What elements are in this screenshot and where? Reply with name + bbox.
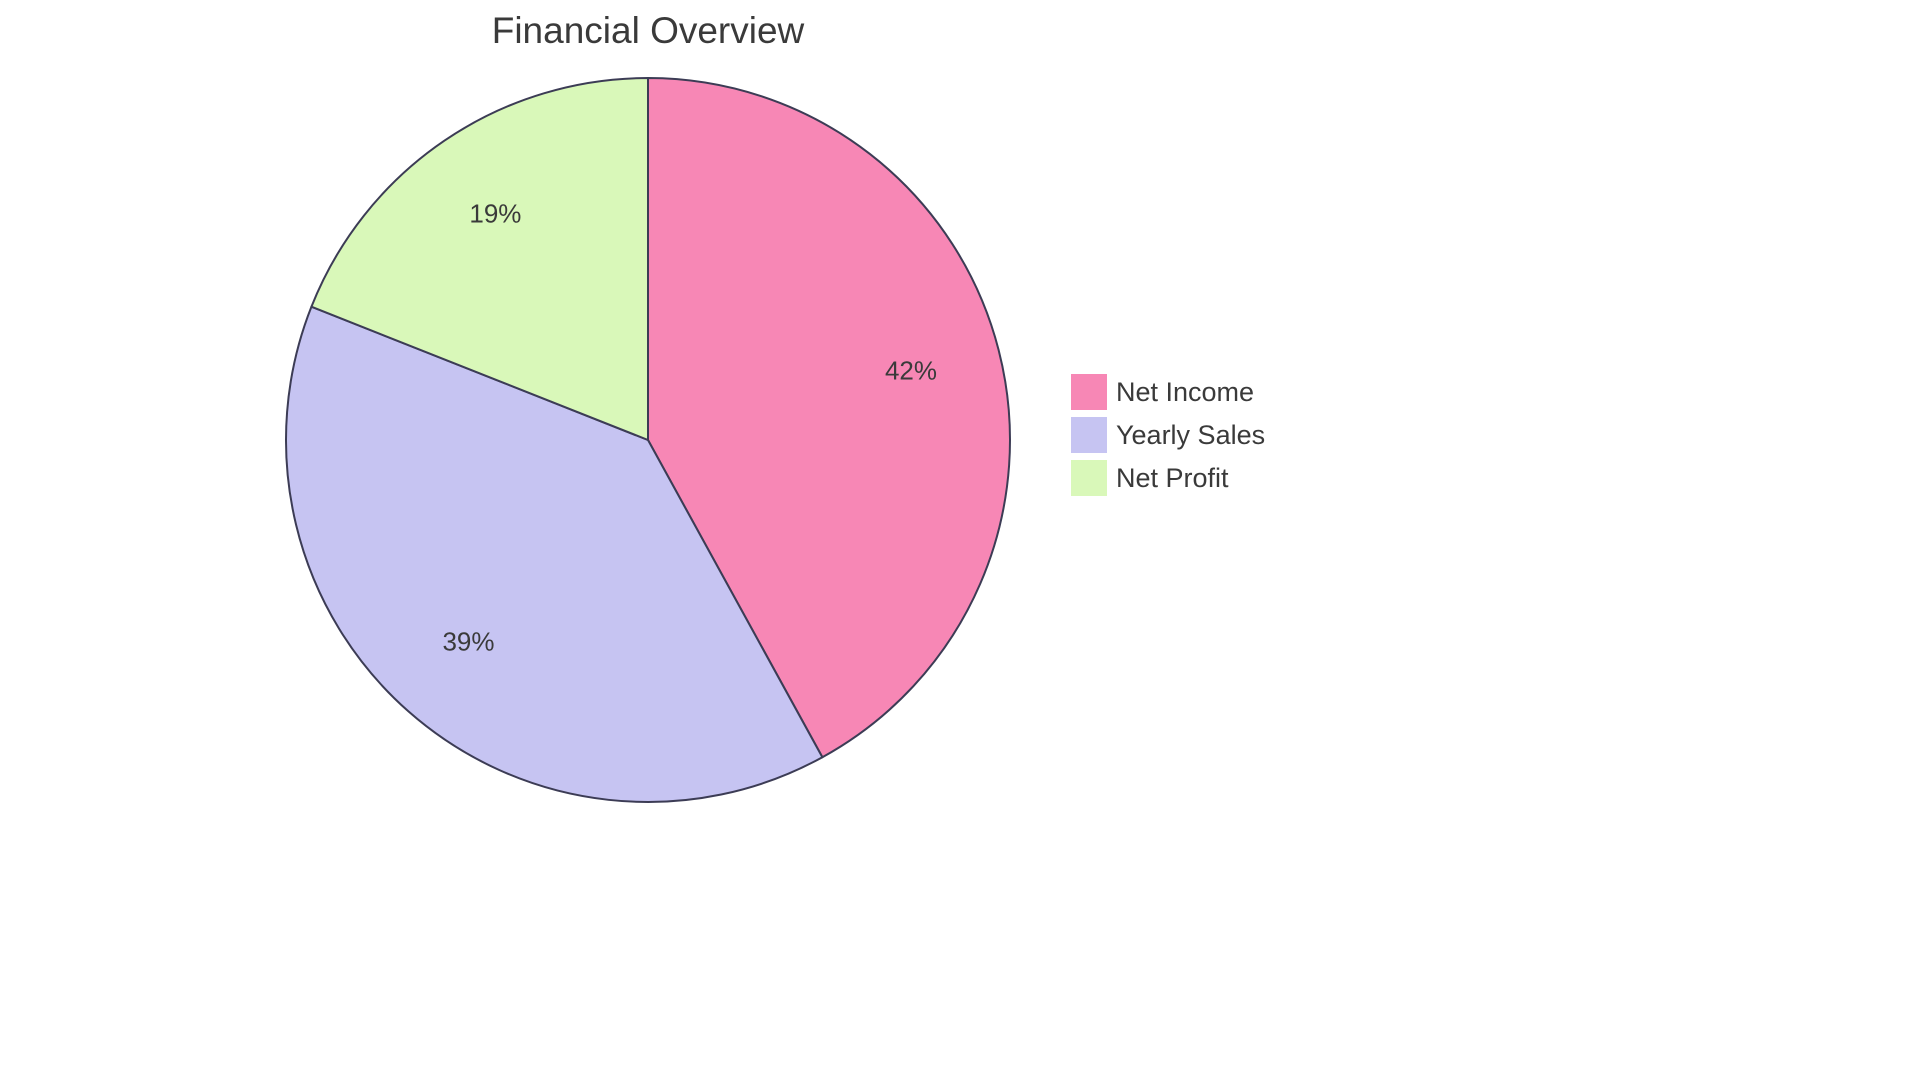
legend-item-net-income: Net Income xyxy=(1071,374,1265,410)
legend-item-net-profit: Net Profit xyxy=(1071,460,1265,496)
pie-slice-percent-label: 19% xyxy=(469,198,521,228)
legend-swatch-net-profit xyxy=(1071,460,1107,496)
legend-swatch-net-income xyxy=(1071,374,1107,410)
pie-slice-net-profit xyxy=(310,77,649,441)
legend-item-yearly-sales: Yearly Sales xyxy=(1071,417,1265,453)
chart-legend: Net Income Yearly Sales Net Profit xyxy=(1071,374,1265,496)
legend-label: Net Profit xyxy=(1116,462,1229,493)
legend-swatch-yearly-sales xyxy=(1071,417,1107,453)
chart-title: Financial Overview xyxy=(491,10,805,51)
pie-slice-percent-label: 42% xyxy=(885,355,937,385)
pie-slice-net-income xyxy=(647,77,1011,759)
pie-slice-yearly-sales xyxy=(285,305,824,803)
legend-label: Yearly Sales xyxy=(1116,419,1266,450)
pie-slice-percent-label: 39% xyxy=(442,627,494,657)
legend-label: Net Income xyxy=(1116,376,1255,407)
